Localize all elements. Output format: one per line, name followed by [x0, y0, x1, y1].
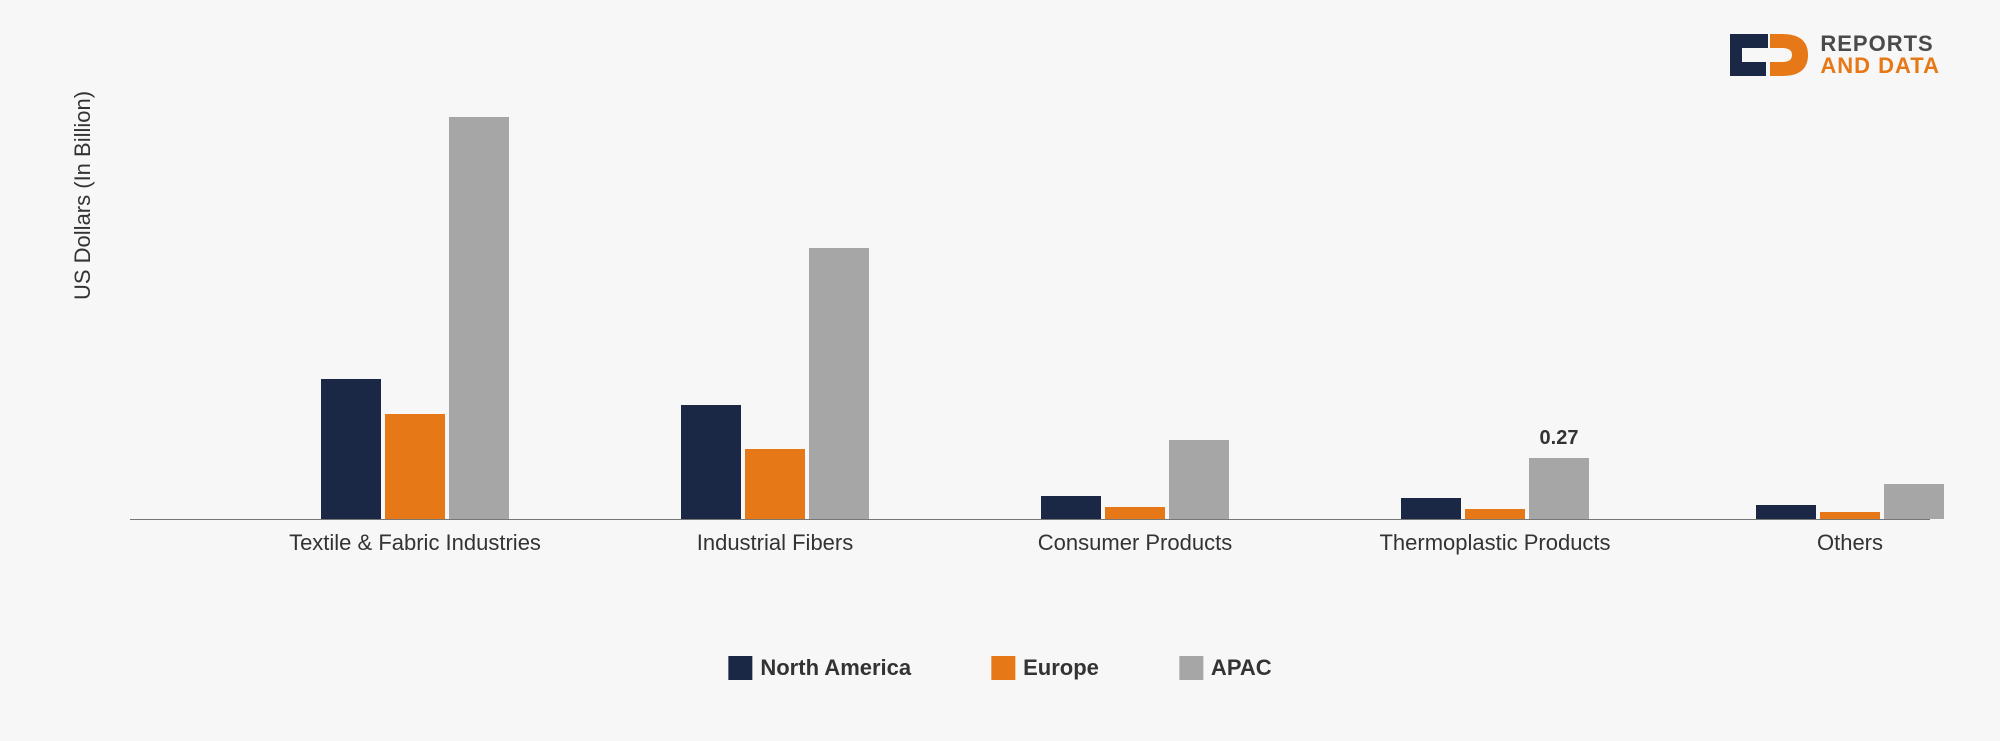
legend-swatch-icon	[728, 656, 752, 680]
bar	[1756, 505, 1816, 519]
chart-container: REPORTS AND DATA US Dollars (In Billion)…	[0, 0, 2000, 741]
x-axis-tick-label: Textile & Fabric Industries	[289, 530, 541, 556]
bar-group	[681, 248, 869, 519]
bar-data-label: 0.27	[1540, 427, 1579, 450]
legend-label: North America	[760, 655, 911, 681]
y-axis-label: US Dollars (In Billion)	[70, 91, 96, 300]
bar-group	[321, 117, 509, 520]
bar	[1529, 458, 1589, 519]
legend-item: APAC	[1179, 655, 1272, 681]
bar-group	[1756, 484, 1944, 519]
plot-area: 0.27	[130, 100, 1930, 520]
x-axis-tick-label: Thermoplastic Products	[1379, 530, 1610, 556]
legend-label: APAC	[1211, 655, 1272, 681]
brand-logo: REPORTS AND DATA	[1730, 30, 1940, 80]
logo-text-top: REPORTS	[1820, 33, 1940, 55]
logo-mark-icon	[1730, 30, 1810, 80]
legend-label: Europe	[1023, 655, 1099, 681]
bar	[1169, 440, 1229, 519]
bar-group	[1041, 440, 1229, 519]
legend-item: North America	[728, 655, 911, 681]
x-axis-tick-label: Consumer Products	[1038, 530, 1232, 556]
bar	[1401, 498, 1461, 519]
bar	[449, 117, 509, 520]
legend-swatch-icon	[1179, 656, 1203, 680]
legend-swatch-icon	[991, 656, 1015, 680]
legend: North America Europe APAC	[728, 655, 1271, 681]
bar	[681, 405, 741, 519]
legend-item: Europe	[991, 655, 1099, 681]
bar-group	[1401, 458, 1589, 519]
logo-text-bottom: AND DATA	[1820, 55, 1940, 77]
bar	[1041, 496, 1101, 519]
bar	[1465, 509, 1525, 520]
bar	[745, 449, 805, 519]
x-axis-tick-label: Others	[1817, 530, 1883, 556]
x-axis-tick-label: Industrial Fibers	[697, 530, 854, 556]
bar	[321, 379, 381, 519]
logo-text: REPORTS AND DATA	[1820, 33, 1940, 77]
bar	[385, 414, 445, 519]
bar	[809, 248, 869, 519]
bar	[1884, 484, 1944, 519]
bar	[1105, 507, 1165, 519]
bar	[1820, 512, 1880, 519]
